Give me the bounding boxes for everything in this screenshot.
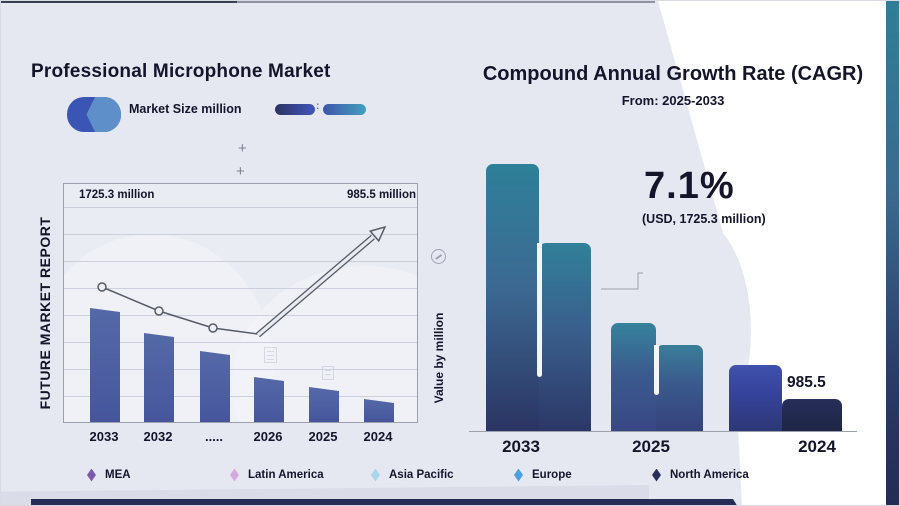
x-axis-label: 2026 <box>253 429 283 444</box>
legend-item-latin-america: Latin America <box>230 467 324 483</box>
x-axis-label: ..... <box>204 429 224 444</box>
year-label-2033: 2033 <box>502 437 540 456</box>
cagr-bar-2024-2 <box>782 399 842 431</box>
legend-item-mea: MEA <box>87 467 131 483</box>
plus-mark-icon: + <box>238 140 247 157</box>
document-watermark-icon <box>264 347 277 363</box>
cagr-bar-2025-2 <box>656 345 703 431</box>
mini-pill-icon-left <box>275 104 315 115</box>
cagr-bar-group-2024 <box>729 365 842 431</box>
database-pill-icon <box>67 97 121 132</box>
year-label-2025: 2025 <box>632 437 670 456</box>
circle-minus-icon <box>431 249 446 264</box>
cagr-bar-group-2025 <box>611 323 703 431</box>
gridline <box>64 369 417 370</box>
market-size-bar-2024 <box>364 399 394 422</box>
legend-label: MEA <box>105 469 131 481</box>
cagr-value: 7.1% <box>644 165 735 207</box>
diamond-icon <box>514 468 523 482</box>
legend-item-asia-pacific: Asia Pacific <box>371 467 454 483</box>
end-value-label: 985.5 million <box>346 189 416 201</box>
top-border-dark-segment <box>1 1 237 3</box>
cagr-subtitle: From: 2025-2033 <box>621 93 725 108</box>
page-title: Professional Microphone Market <box>31 61 331 82</box>
document-watermark-icon <box>322 366 334 380</box>
x-axis-label: 2032 <box>143 429 173 444</box>
legend-item-north-america: North America <box>652 467 749 483</box>
year-label-2024: 2024 <box>798 437 836 456</box>
cagr-note: (USD, 1725.3 million) <box>642 212 766 226</box>
market-size-label: Market Size million <box>129 102 242 116</box>
cagr-title: Compound Annual Growth Rate (CAGR) <box>482 63 864 85</box>
diamond-icon <box>371 468 380 482</box>
diamond-icon <box>87 468 96 482</box>
x-axis-label: 2024 <box>363 429 393 444</box>
pill-icon-facet <box>86 97 121 132</box>
cagr-bar-2033-2 <box>539 243 591 431</box>
market-size-bar-2033 <box>90 308 120 422</box>
cagr-bar-2033-1 <box>486 164 539 431</box>
legend-label: Europe <box>532 469 572 481</box>
legend-label: North America <box>670 469 749 481</box>
top-border-gray-segment <box>237 1 655 3</box>
value-axis-label: Value by million <box>432 312 446 404</box>
legend-item-europe: Europe <box>514 467 572 483</box>
bar-slit <box>537 243 542 377</box>
x-axis-baseline <box>469 431 857 432</box>
mini-pill-colon: : <box>316 101 320 112</box>
market-size-bar-2025 <box>309 387 339 422</box>
market-size-bar-2032 <box>144 333 174 422</box>
gridline <box>64 396 417 397</box>
plus-mark-icon: + <box>236 163 245 180</box>
x-axis-label: 2025 <box>308 429 338 444</box>
bottom-navy-bar <box>31 499 738 506</box>
gridline <box>64 288 417 289</box>
market-size-bar-2026 <box>254 377 284 422</box>
diamond-icon <box>652 468 661 482</box>
cagr-bar-group-2033 <box>486 164 591 431</box>
market-size-chart <box>63 183 418 423</box>
gridline <box>64 342 417 343</box>
value-985-label: 985.5 <box>787 374 826 391</box>
gridline <box>64 234 417 235</box>
right-gradient-band <box>886 1 899 505</box>
gridline <box>64 261 417 262</box>
legend-label: Asia Pacific <box>389 469 454 481</box>
future-market-report-watermark: FUTURE MARKET REPORT <box>37 216 53 410</box>
mini-pill-icon-right <box>323 104 366 115</box>
cagr-bar-2025-1 <box>611 323 656 431</box>
start-value-label: 1725.3 million <box>79 189 155 201</box>
market-size-bar-..... <box>200 351 230 422</box>
cagr-bar-2024-1 <box>729 365 782 431</box>
diamond-icon <box>230 468 239 482</box>
x-axis-label: 2033 <box>89 429 119 444</box>
bar-slit <box>654 345 659 395</box>
legend-label: Latin America <box>248 469 324 481</box>
gridline <box>64 207 417 208</box>
